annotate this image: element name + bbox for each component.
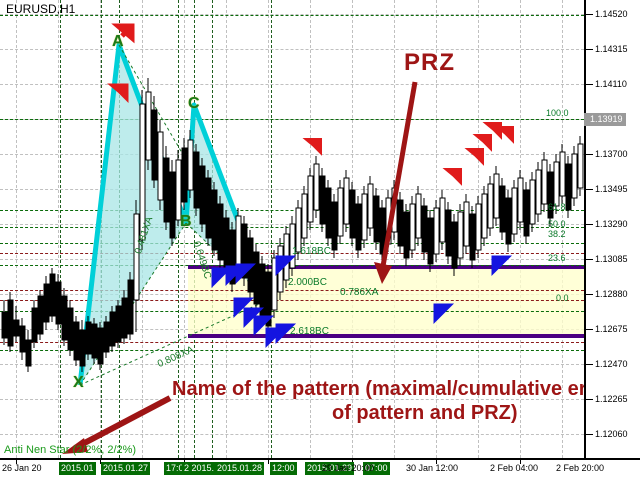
- fib-line-0786xa: [0, 300, 584, 301]
- grid-line-horizontal: [0, 49, 584, 50]
- prz-level-1618bc: 1.618BC: [292, 246, 331, 257]
- price-tick-label: 1.12470: [595, 359, 628, 369]
- fib-label-236: 23.6: [548, 253, 566, 263]
- period-separator: [271, 0, 272, 458]
- period-separator: [101, 0, 102, 458]
- fib-retracement-618: [0, 210, 584, 211]
- pattern-status-text: Anti Nen Star (2/2%, 2/2%): [4, 444, 137, 456]
- grid-line-horizontal: [0, 399, 584, 400]
- grid-line-horizontal: [0, 84, 584, 85]
- prz-level-2000bc: 2.000BC: [288, 277, 327, 288]
- fib-line-green-mid: [0, 311, 584, 312]
- time-tick-label: 2 2015.: [182, 462, 217, 475]
- annotation-prz-text: PRZ: [404, 49, 455, 76]
- fib-retracement-382: [0, 243, 584, 244]
- grid-line-horizontal: [0, 259, 584, 260]
- pattern-point-b: B: [180, 213, 192, 230]
- price-tick-label: 1.12265: [595, 394, 628, 404]
- grid-line-horizontal: [0, 14, 584, 15]
- pattern-point-c: C: [188, 95, 200, 112]
- pattern-point-a: A: [112, 33, 124, 50]
- pattern-shape-xab: [80, 45, 186, 385]
- fib-retracement-500: [0, 227, 584, 228]
- fib-retracement-236: [0, 265, 584, 266]
- ratio-label-0808xa: 0.808XA: [156, 344, 196, 371]
- grid-line-vertical: [310, 0, 311, 458]
- price-tick-label: 1.12675: [595, 324, 628, 334]
- period-separator: [119, 0, 120, 458]
- annotation-note-line2: of pattern and PRZ): [332, 402, 518, 424]
- prz-lower-boundary: [188, 334, 584, 338]
- prz-level-2618bc: 2.618BC: [290, 326, 329, 337]
- fib-label-100: 100.0: [546, 108, 569, 118]
- time-tick-label: 2015.01.29: [305, 462, 355, 475]
- chart-plot-area[interactable]: X A B C 0.481XA 0.808XA 0.649BC 1.618BC …: [0, 0, 584, 458]
- fib-retracement-1000: [0, 119, 584, 120]
- price-tick-label: 1.14110: [595, 79, 627, 89]
- grid-line-horizontal: [0, 189, 584, 190]
- fib-retracement-top: [0, 15, 584, 16]
- grid-line-vertical: [562, 0, 563, 458]
- time-tick-label: 29 Jan 20:00: [322, 463, 375, 473]
- grid-line-horizontal: [0, 364, 584, 365]
- price-tick-label: 1.12060: [595, 429, 628, 439]
- fib-label-0: 0.0: [556, 293, 569, 303]
- time-tick-label: 2015.01.28: [215, 462, 265, 475]
- chart-symbol-label: EURUSD,H1: [6, 2, 76, 16]
- price-tick-label: 1.13495: [595, 184, 628, 194]
- grid-line-vertical: [58, 0, 59, 458]
- time-tick-label: 26 Jan 20: [2, 463, 42, 473]
- time-tick-label: 30 Jan 12:00: [406, 463, 459, 473]
- price-tick-label: 1.14315: [595, 44, 628, 54]
- fib-label-618: 61.8: [548, 202, 566, 212]
- grid-line-horizontal: [0, 224, 584, 225]
- grid-line-vertical: [520, 0, 521, 458]
- prz-zone: [188, 267, 584, 337]
- fib-label-500: 50.0: [548, 219, 566, 229]
- time-tick-label: 17:0: [164, 462, 186, 475]
- grid-line-horizontal: [0, 154, 584, 155]
- grid-line-horizontal: [0, 434, 584, 435]
- price-tick-label: 1.13700: [595, 149, 628, 159]
- fib-label-382: 38.2: [548, 229, 566, 239]
- fib-line-2618bc: [0, 342, 584, 343]
- prz-level-0786xa: 0.786XA: [340, 287, 379, 298]
- time-tick-label: 2015.01: [59, 462, 96, 475]
- time-tick-label: 2 Feb 04:00: [490, 463, 539, 473]
- period-separator: [60, 0, 61, 458]
- price-tick-label: 1.13085: [595, 254, 628, 264]
- fib-line-green-low: [0, 350, 584, 351]
- time-tick-label: 07:00: [363, 462, 390, 475]
- pattern-point-x: X: [73, 374, 84, 391]
- time-tick-label: 2 Feb 20:00: [556, 463, 605, 473]
- price-tick-label: 1.13290: [595, 219, 628, 229]
- time-tick-label: 2015.01.27: [101, 462, 151, 475]
- time-tick-label: 12:00: [270, 462, 297, 475]
- current-price-badge: 1.13919: [584, 113, 626, 126]
- price-axis[interactable]: 1.14520 1.14315 1.14110 1.13919 1.13700 …: [584, 0, 640, 458]
- grid-line-vertical: [16, 0, 17, 458]
- fib-line-2000bc: [0, 290, 584, 291]
- ratio-label-0481xa: 0.481XA: [133, 215, 156, 256]
- price-tick-label: 1.12880: [595, 289, 628, 299]
- time-axis[interactable]: 26 Jan 20 2015.01 2015.01.27 17:0 2 2015…: [0, 458, 640, 480]
- annotation-note-line1: Name of the pattern (maximal/cumulative …: [172, 378, 584, 400]
- price-tick-label: 1.14520: [595, 9, 628, 19]
